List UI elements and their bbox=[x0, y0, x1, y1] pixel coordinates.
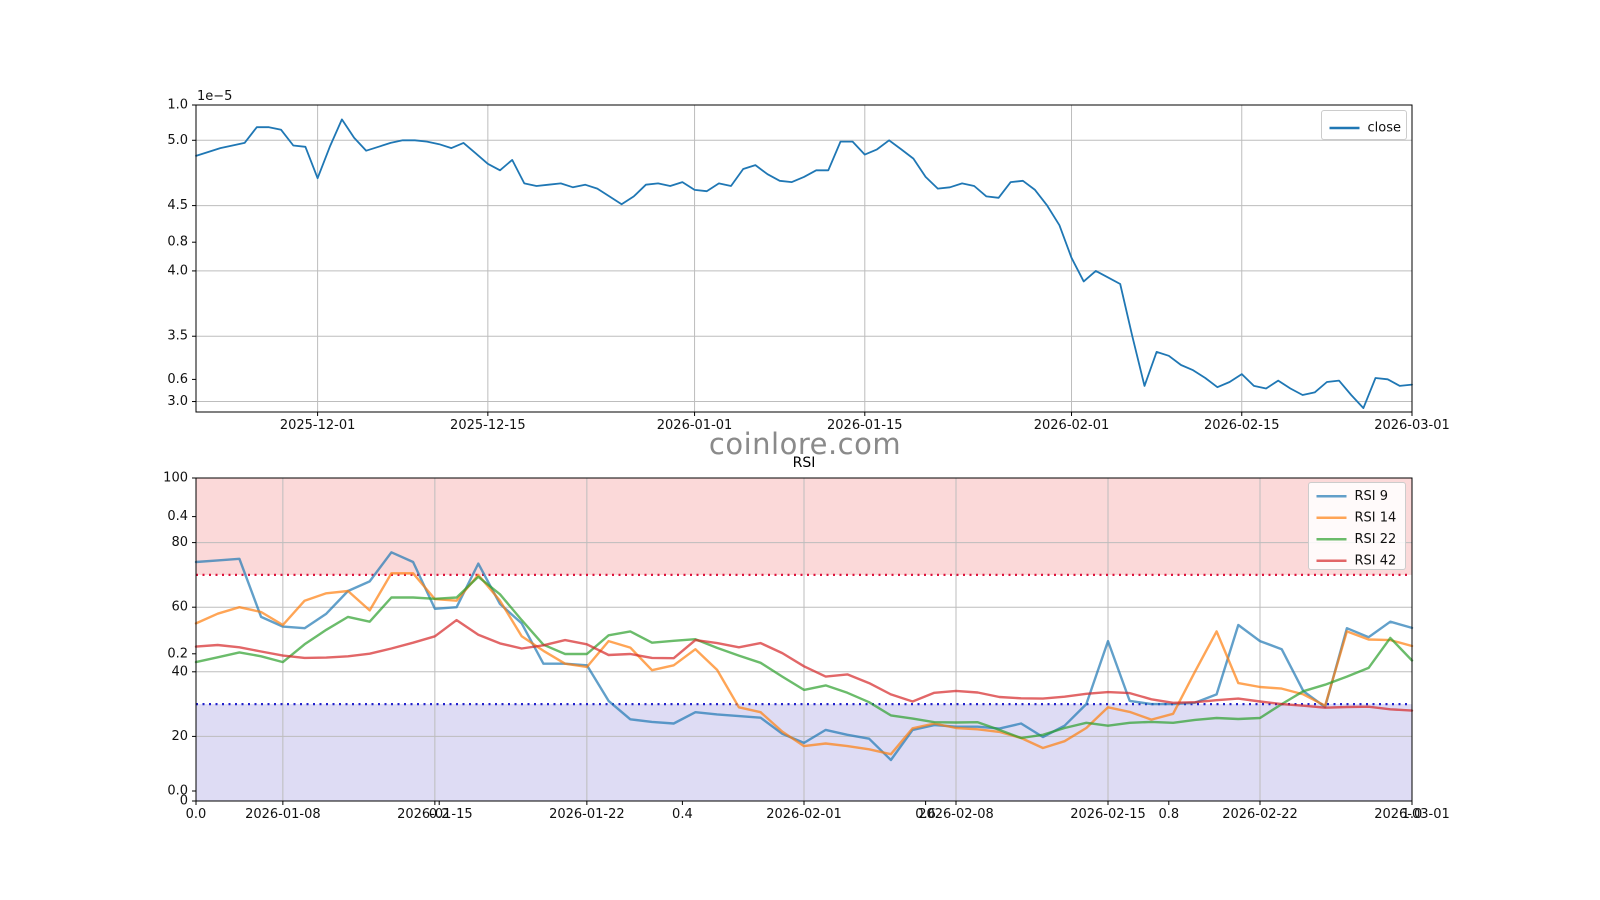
watermark: coinlore.com bbox=[708, 427, 902, 461]
y-tick-label: 3.0 bbox=[167, 394, 188, 409]
y-axis-offset-label: 1e−5 bbox=[197, 89, 232, 104]
y-tick-label: 3.5 bbox=[167, 329, 188, 344]
y-tick-label: 4.5 bbox=[167, 198, 188, 213]
overlay-y-tick-label: 0.0 bbox=[167, 784, 188, 799]
y-tick-label: 40 bbox=[171, 664, 188, 679]
overlay-y-tick-label: 0.6 bbox=[167, 372, 188, 387]
price-legend-box bbox=[1321, 110, 1407, 140]
rsi-9-line bbox=[194, 551, 1414, 762]
legend-label: RSI 14 bbox=[1355, 510, 1397, 525]
rsi-legend-box bbox=[1308, 482, 1406, 570]
y-tick-label: 100 bbox=[163, 471, 188, 486]
legend-label: RSI 42 bbox=[1355, 553, 1397, 568]
x-tick-label: 2026-02-01 bbox=[766, 807, 842, 822]
rsi-chart-title: RSI bbox=[792, 455, 816, 471]
close-line bbox=[195, 118, 1413, 410]
legend-label: RSI 22 bbox=[1355, 532, 1397, 547]
legend-label: RSI 9 bbox=[1355, 489, 1389, 504]
y-tick-label: 4.0 bbox=[167, 263, 188, 278]
overlay-y-tick-label: 0.8 bbox=[167, 235, 188, 250]
y-tick-label: 20 bbox=[171, 729, 188, 744]
x-tick-label: 2026-02-22 bbox=[1222, 807, 1298, 822]
rsi-14-line bbox=[194, 572, 1414, 756]
rsi-22-line bbox=[194, 575, 1414, 740]
overlay-x-tick-label: 0.0 bbox=[186, 807, 207, 822]
axes-frame bbox=[195, 104, 1413, 413]
x-tick-label: 2026-02-15 bbox=[1204, 418, 1280, 433]
x-tick-label: 2026-01-22 bbox=[549, 807, 625, 822]
overlay-axis: 1.0 0.8 0.6 0.4 0.2 0.0 0.0 0.2 0.4 0.6 0.8 1.0 bbox=[167, 98, 1422, 822]
overlay-x-tick-label: 0.4 bbox=[672, 807, 693, 822]
x-tick-label: 2026-03-01 bbox=[1374, 418, 1450, 433]
y-tick-label: 80 bbox=[171, 535, 188, 550]
y-tick-label: 60 bbox=[171, 600, 188, 615]
legend-label: close bbox=[1368, 121, 1401, 136]
x-tick-label: 2025-12-15 bbox=[450, 418, 526, 433]
y-tick-label: 5.0 bbox=[167, 133, 188, 148]
x-tick-label: 2026-02-15 bbox=[1070, 807, 1146, 822]
rsi-42-line bbox=[194, 618, 1414, 712]
x-tick-label: 2026-01-15 bbox=[397, 807, 473, 822]
overlay-x-tick-label: 1.0 bbox=[1402, 807, 1423, 822]
x-tick-label: 2026-02-08 bbox=[918, 807, 994, 822]
price-chart: 5.0 4.5 4.0 3.5 3.0 2025-12-01 2025-12-15 2026-… bbox=[167, 89, 1449, 433]
y-tick-label: 0 bbox=[180, 794, 188, 809]
x-tick-label: 2026-01-15 bbox=[827, 418, 903, 433]
overlay-y-tick-label: 0.4 bbox=[167, 509, 188, 524]
overlay-x-tick-label: 0.2 bbox=[429, 807, 450, 822]
overlay-x-tick-label: 0.8 bbox=[1158, 807, 1179, 822]
overlay-y-tick-label: 0.2 bbox=[167, 646, 188, 661]
x-tick-label: 2026-01-08 bbox=[245, 807, 321, 822]
x-tick-label: 2025-12-01 bbox=[280, 418, 356, 433]
overlay-y-tick-label: 1.0 bbox=[167, 98, 188, 113]
rsi-chart: 100 80 60 40 20 0 2026-01-08 2026-01-15 2026-01-… bbox=[163, 471, 1450, 822]
x-tick-label: 2026-01-01 bbox=[657, 418, 733, 433]
overlay-x-tick-label: 0.6 bbox=[915, 807, 936, 822]
x-tick-label: 2026-02-01 bbox=[1034, 418, 1110, 433]
x-tick-label: 2026-03-01 bbox=[1374, 807, 1450, 822]
